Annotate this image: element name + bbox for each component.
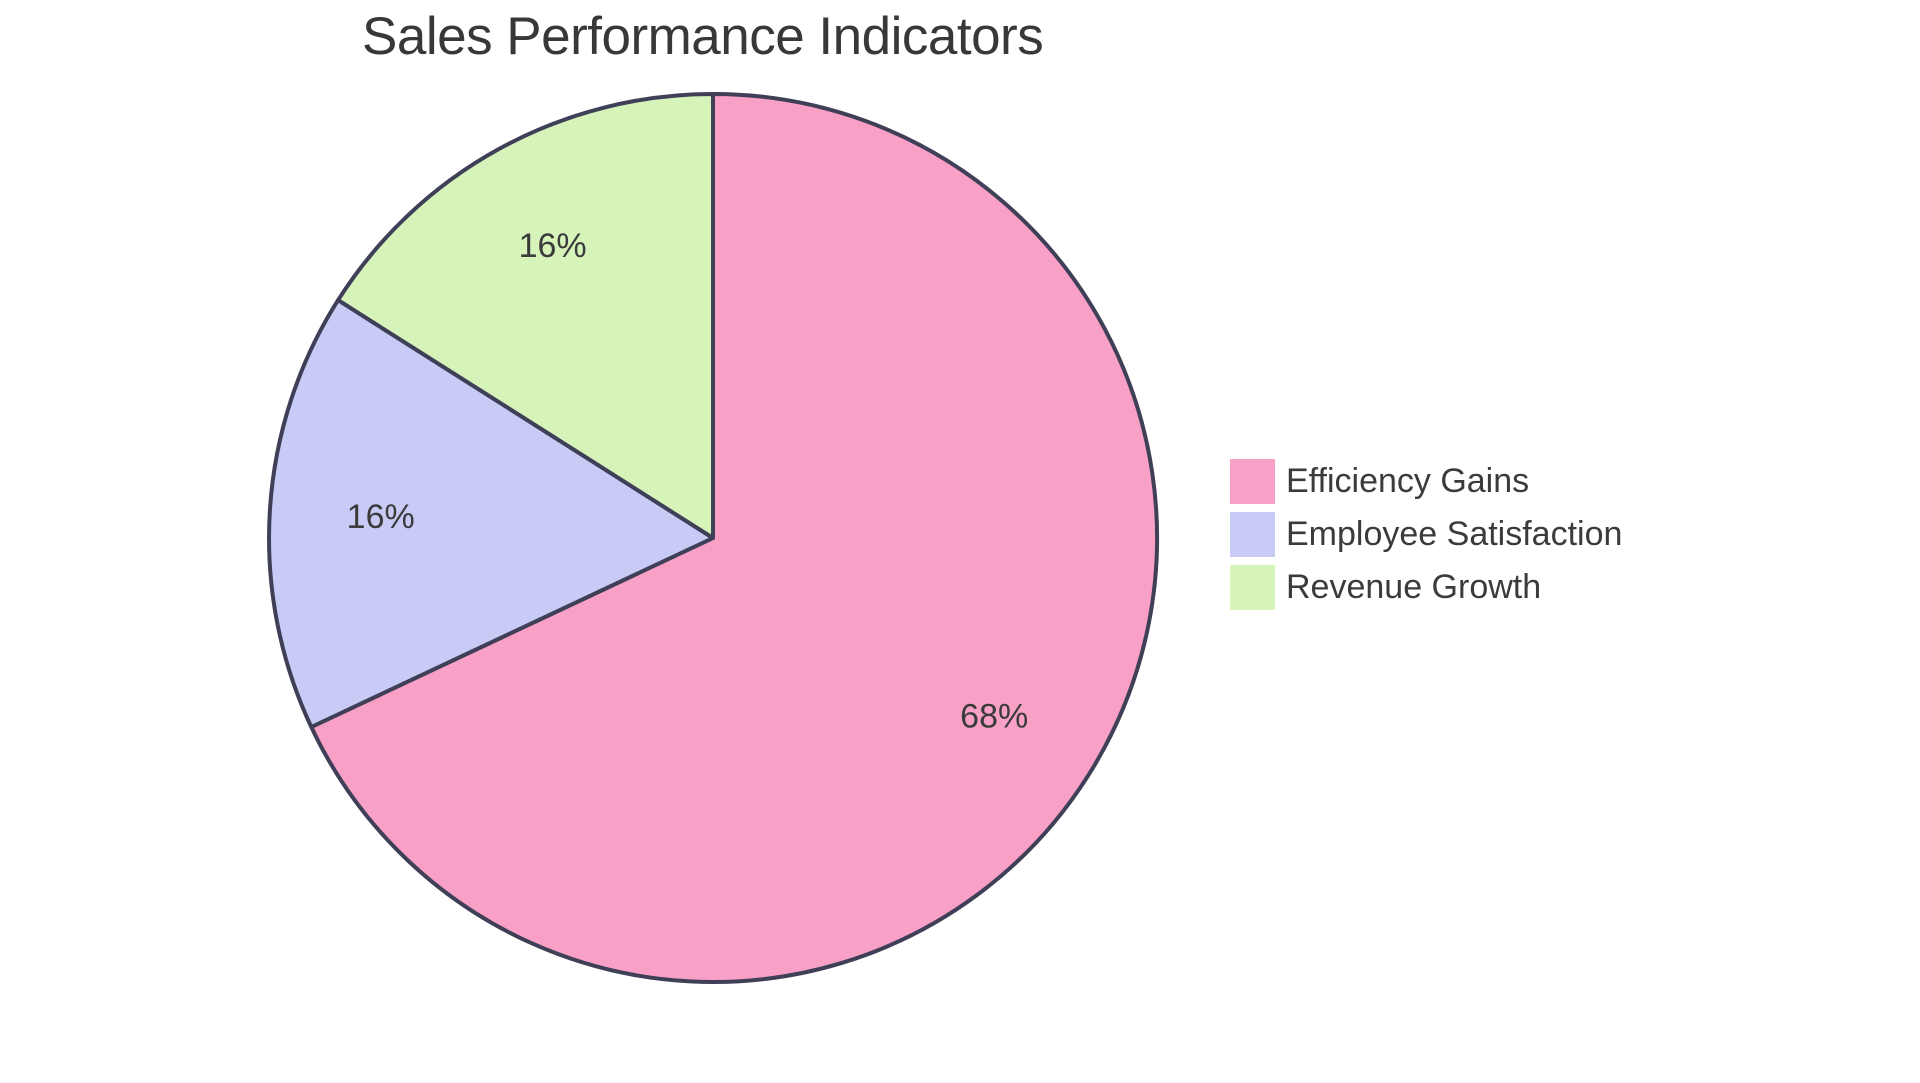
legend-item-efficiency-gains[interactable]: Efficiency Gains (1230, 459, 1622, 504)
legend-swatch-revenue-growth (1230, 565, 1275, 610)
legend-swatch-employee-satisfaction (1230, 512, 1275, 557)
legend-label: Efficiency Gains (1286, 462, 1530, 500)
pie-slice-employee-satisfaction[interactable] (267, 298, 715, 729)
pie-slice-revenue-growth[interactable] (336, 92, 715, 540)
chart-title: Sales Performance Indicators (362, 7, 1044, 66)
legend-label: Employee Satisfaction (1286, 515, 1623, 553)
pie-percent-label: 16% (519, 227, 587, 265)
legend-item-revenue-growth[interactable]: Revenue Growth (1230, 565, 1622, 610)
pie-slice-efficiency-gains[interactable] (309, 92, 1160, 984)
legend-label: Revenue Growth (1286, 568, 1542, 606)
pie-percent-label: 16% (347, 498, 415, 536)
legend-item-employee-satisfaction[interactable]: Employee Satisfaction (1230, 512, 1622, 557)
legend: Efficiency Gains Employee Satisfaction R… (1230, 459, 1622, 618)
legend-swatch-efficiency-gains (1230, 459, 1275, 504)
pie-percent-label: 68% (960, 697, 1028, 735)
